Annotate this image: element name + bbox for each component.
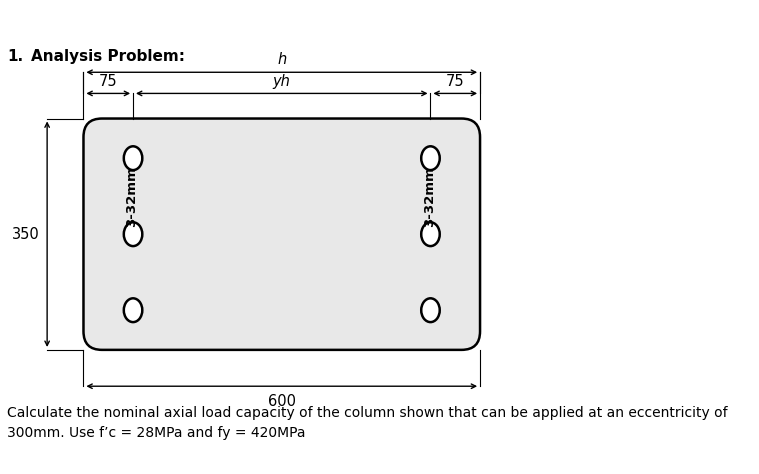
Text: 3-32mm: 3-32mm [125, 166, 138, 227]
Text: yh: yh [272, 74, 291, 89]
Text: Analysis Problem:: Analysis Problem: [30, 49, 184, 64]
Text: 350: 350 [11, 227, 39, 242]
Ellipse shape [421, 222, 439, 246]
FancyBboxPatch shape [83, 118, 480, 350]
Text: 75: 75 [99, 74, 118, 89]
Text: 3-32mm: 3-32mm [423, 166, 436, 227]
Text: 600: 600 [268, 394, 296, 409]
Ellipse shape [124, 146, 142, 170]
Text: h: h [277, 52, 286, 67]
Ellipse shape [421, 298, 439, 322]
Ellipse shape [124, 222, 142, 246]
Text: 75: 75 [446, 74, 465, 89]
Text: 1.: 1. [8, 49, 24, 64]
Ellipse shape [124, 298, 142, 322]
Ellipse shape [421, 146, 439, 170]
Text: Calculate the nominal axial load capacity of the column shown that can be applie: Calculate the nominal axial load capacit… [8, 406, 728, 439]
